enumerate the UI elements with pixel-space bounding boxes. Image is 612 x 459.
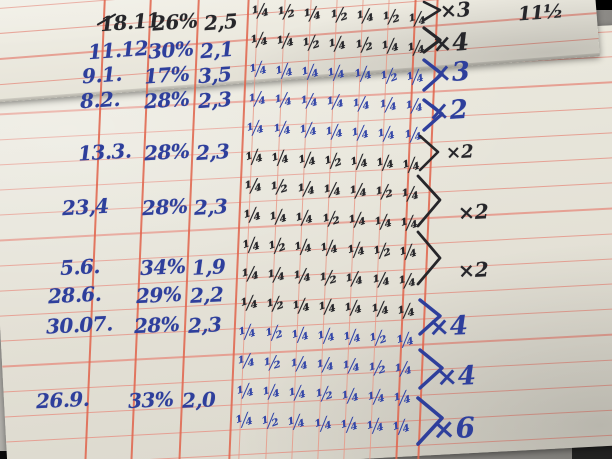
table-row-value: 2,1 xyxy=(199,36,235,64)
table-row-percent: 26% xyxy=(151,8,199,36)
table-row-value: 2,5 xyxy=(203,8,239,36)
table-row-percent: 28% xyxy=(133,311,180,339)
fraction-cell: ¼ xyxy=(407,7,429,32)
table-row-date: 8.2. xyxy=(79,86,121,114)
note-eleven-and-a-half: 11½ xyxy=(517,0,564,26)
table-row-percent: 34% xyxy=(139,253,186,281)
fraction-cell: ½ xyxy=(367,356,389,381)
table-row-value: 2,3 xyxy=(197,86,233,114)
table-row-date: 26.9. xyxy=(35,386,90,414)
fraction-cell: ¼ xyxy=(302,2,324,27)
fraction-cell: ½ xyxy=(318,266,340,291)
table-row-value: 3,5 xyxy=(197,61,233,89)
fraction-cell: ¼ xyxy=(351,92,373,117)
fraction-cell: ½ xyxy=(329,3,350,29)
multiplier-label: ×4 xyxy=(435,360,477,394)
table-row-value: 2,2 xyxy=(189,282,224,308)
multiplier-label: ×2 xyxy=(457,199,490,225)
table-row-date: 30.07. xyxy=(45,311,114,339)
table-row-percent: 30% xyxy=(147,36,195,64)
table-row-date: 23,4 xyxy=(61,193,110,221)
multiplier-label: ×2 xyxy=(427,94,469,128)
table-row-date: 9.1. xyxy=(81,61,123,89)
table-row-value: 1,9 xyxy=(191,254,226,280)
table-row-date: 5.6. xyxy=(59,253,101,281)
table-row-date: 13.3. xyxy=(77,138,132,166)
table-row-value: 2,3 xyxy=(195,139,230,165)
multiplier-label: ×4 xyxy=(431,26,470,59)
table-row-percent: 17% xyxy=(143,61,191,89)
multiplier-label: ×3 xyxy=(439,0,472,24)
table-row-percent: 28% xyxy=(143,86,191,114)
table-row-value: 2,3 xyxy=(193,194,228,220)
table-row-percent: 28% xyxy=(141,193,188,221)
table-row-percent: 33% xyxy=(127,386,174,414)
table-row-percent: 29% xyxy=(135,281,182,309)
multiplier-label: ×2 xyxy=(445,141,475,164)
table-row-value: 2,3 xyxy=(187,312,222,338)
multiplier-label: ×4 xyxy=(427,310,469,344)
fraction-cell: ¼ xyxy=(240,262,261,288)
table-row-date: 11.12 xyxy=(87,35,149,65)
multiplier-label: ×6 xyxy=(431,410,476,447)
multiplier-label: ×2 xyxy=(457,257,490,283)
table-row-percent: 28% xyxy=(143,138,191,166)
table-row-value: 2,0 xyxy=(181,387,216,413)
multiplier-label: ×3 xyxy=(429,56,471,90)
fraction-cell: ¼ xyxy=(247,87,268,112)
table-row-date: 28.6. xyxy=(47,281,102,309)
fraction-cell: ¼ xyxy=(296,177,317,203)
